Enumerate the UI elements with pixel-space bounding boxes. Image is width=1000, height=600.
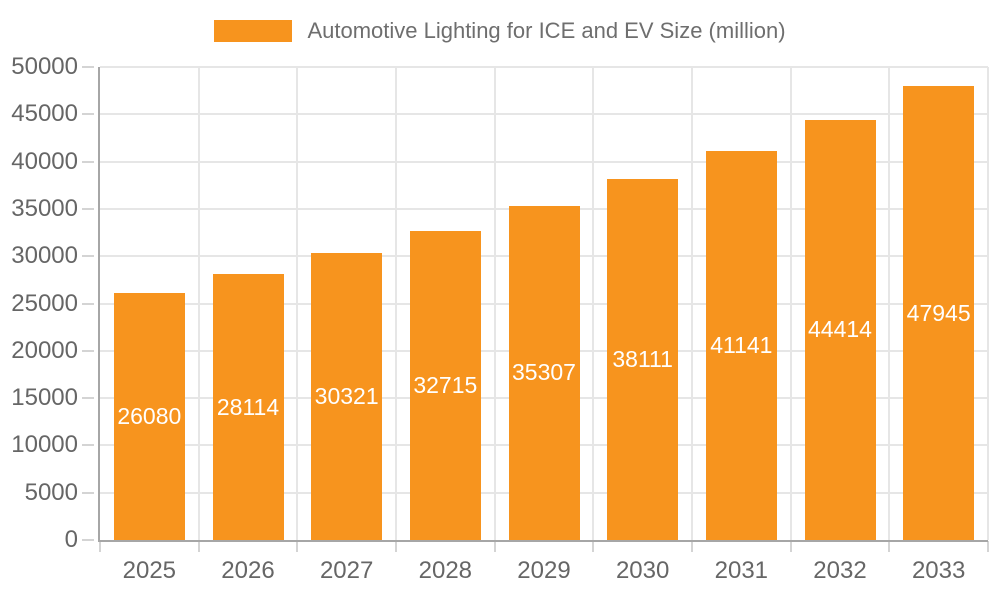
x-axis-label-2030: 2030 (615, 557, 670, 584)
bar-value-label: 47945 (906, 299, 971, 326)
x-tick (987, 541, 989, 552)
x-tick (691, 541, 693, 552)
x-tick (789, 541, 792, 552)
x-axis-label-2031: 2031 (714, 557, 769, 584)
v-gridline (493, 67, 496, 540)
y-tick (82, 397, 94, 400)
v-gridline (987, 67, 989, 540)
y-axis-label: 40000 (11, 147, 78, 175)
x-axis-label-2027: 2027 (319, 557, 374, 584)
y-axis-label: 0 (64, 526, 78, 553)
y-tick (82, 349, 94, 352)
x-axis-label-2033: 2033 (911, 557, 966, 584)
bar-value-label: 32715 (413, 371, 478, 398)
y-axis-line (98, 67, 100, 542)
bar-value-label: 41141 (710, 331, 773, 358)
legend-swatch (214, 20, 293, 42)
bar-2029[interactable]: 35307 (508, 205, 580, 540)
y-tick (82, 207, 94, 210)
x-tick (296, 541, 299, 552)
v-gridline (691, 67, 693, 540)
bar-2025[interactable]: 26080 (113, 293, 185, 540)
y-axis-label: 30000 (11, 242, 78, 270)
y-tick (82, 160, 94, 163)
v-gridline (395, 67, 397, 540)
x-tick (592, 541, 595, 552)
legend-label: Automotive Lighting for ICE and EV Size … (307, 18, 786, 43)
y-axis-label: 20000 (11, 336, 78, 364)
v-gridline (197, 67, 200, 540)
bar-value-label: 38111 (612, 346, 673, 373)
x-tick (99, 541, 101, 552)
x-tick (395, 541, 397, 552)
v-gridline (888, 67, 891, 540)
legend[interactable]: Automotive Lighting for ICE and EV Size … (0, 15, 1000, 47)
bar-value-label: 30321 (314, 383, 379, 410)
bar-2032[interactable]: 44414 (804, 119, 876, 540)
y-axis-label: 5000 (24, 478, 78, 506)
x-tick (888, 541, 891, 552)
v-gridline (296, 67, 299, 540)
bar-2031[interactable]: 41141 (705, 150, 777, 540)
bar-2030[interactable]: 38111 (607, 179, 679, 540)
y-tick (82, 539, 94, 541)
h-gridline (100, 113, 988, 116)
y-tick (82, 255, 94, 258)
y-tick (82, 444, 94, 447)
x-tick (493, 541, 496, 552)
h-gridline (100, 160, 988, 163)
y-axis-label: 15000 (11, 384, 78, 412)
bar-2026[interactable]: 28114 (212, 274, 284, 540)
x-axis-label-2026: 2026 (221, 557, 275, 584)
bar-2028[interactable]: 32715 (409, 230, 481, 540)
bar-value-label: 35307 (512, 359, 576, 386)
y-axis-label: 10000 (11, 431, 78, 459)
x-axis-label-2028: 2028 (418, 557, 473, 584)
y-axis-label: 25000 (11, 289, 78, 317)
x-axis-label-2025: 2025 (122, 557, 177, 584)
x-tick (197, 541, 200, 552)
bar-value-label: 28114 (216, 393, 280, 420)
y-axis-label: 45000 (11, 100, 78, 128)
v-gridline (592, 67, 595, 540)
x-axis-line (98, 540, 988, 542)
y-axis-label: 35000 (11, 194, 78, 222)
bar-value-label: 26080 (117, 403, 182, 430)
y-tick (82, 113, 94, 116)
x-axis-label-2032: 2032 (813, 557, 867, 584)
y-tick (82, 491, 94, 494)
bar-2027[interactable]: 30321 (311, 253, 383, 540)
x-axis-label-2029: 2029 (517, 557, 571, 584)
bar-value-label: 44414 (808, 316, 872, 343)
h-gridline (100, 66, 988, 68)
bar-2033[interactable]: 47945 (903, 86, 975, 540)
v-gridline (789, 67, 792, 540)
y-tick (82, 302, 94, 305)
y-tick (82, 66, 94, 68)
y-axis-label: 50000 (11, 53, 78, 80)
